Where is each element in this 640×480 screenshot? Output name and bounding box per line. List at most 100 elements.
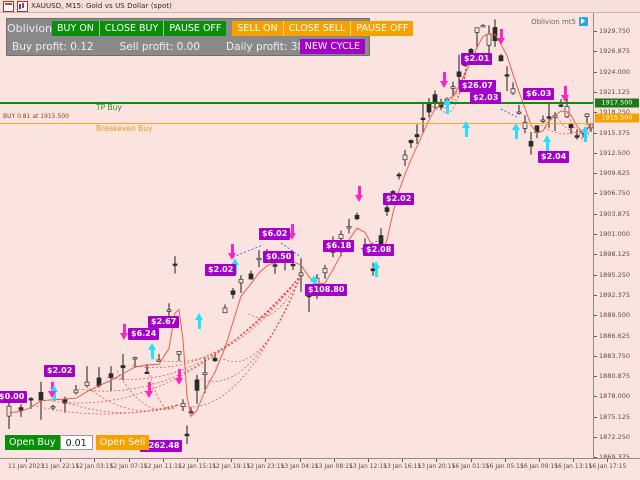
buy-on-button[interactable]: BUY ON (52, 21, 100, 36)
price-axis-tick: 1924.000 (594, 68, 630, 76)
buy-signal-arrow (310, 275, 318, 282)
buy-signal-arrow (50, 385, 58, 392)
price-axis-tick: 1875.125 (594, 413, 630, 421)
profit-label: $0.50 (263, 251, 295, 263)
sell-on-button[interactable]: SELL ON (232, 21, 284, 36)
sell-signal-arrow (357, 186, 361, 195)
price-axis-tick: 1872.250 (594, 433, 630, 441)
pause-buy-button[interactable]: PAUSE OFF (169, 23, 222, 34)
buy-profit-stat: Buy profit: 0.12 (12, 41, 94, 53)
time-axis-tick: 16 Jan 05:15 (485, 459, 524, 470)
current-price-tag: 1917.500 (595, 98, 639, 108)
profit-label: $6.03 (523, 88, 555, 100)
current-price-tag: 1915.500 (595, 113, 639, 123)
time-axis-tick: 13 Jan 12:15 (349, 459, 387, 470)
pause-sell-button[interactable]: PAUSE OFF (356, 23, 409, 34)
sell-signal-arrow (442, 72, 446, 81)
buy-signal-arrow (545, 142, 549, 151)
price-axis-tick: 1906.750 (594, 189, 630, 197)
profit-label: $2.67 (148, 316, 180, 328)
time-axis-tick: 12 Jan 11:15 (143, 459, 182, 470)
price-axis-tick: 1898.125 (594, 250, 630, 258)
profit-label: $2.01 (461, 53, 493, 65)
price-axis-tick: 1915.375 (594, 129, 630, 137)
time-axis-tick: 13 Jan 08:15 (314, 459, 353, 470)
time-axis-tick: 16 Jan 01:15 (451, 459, 490, 470)
time-axis-tick: 11 Jan 22:15 (41, 459, 80, 470)
buy-signal-arrow (197, 320, 201, 329)
price-axis-tick: 1886.625 (594, 332, 630, 340)
chart-frame: TP Buy Breakeven Buy BUY 0.81 at 1915.50… (0, 13, 640, 480)
chart-plot-area[interactable] (1, 13, 593, 458)
price-axis-tick: 1883.750 (594, 352, 630, 360)
chart-icon (17, 0, 28, 12)
price-axis[interactable]: 1929.750 1926.875 1924.000 1921.125 1918.250… (593, 13, 640, 461)
sell-signal-arrow (120, 333, 128, 340)
buy-button-group: BUY ON CLOSE BUY PAUSE OFF (52, 21, 227, 36)
buy-signal-arrow (514, 130, 518, 139)
window-title-bar: XAUUSD, M15: Gold vs US Dollar (spot) (0, 0, 640, 13)
buy-signal-arrow (462, 121, 470, 128)
price-axis-tick: 1869.375 (594, 453, 630, 461)
time-axis-tick: 16 Jan 09:15 (520, 459, 558, 470)
buy-signal-arrow (581, 126, 589, 133)
time-axis-tick: 12 Jan 15:15 (178, 459, 216, 470)
profit-label: $6.18 (323, 240, 355, 252)
price-axis-tick: 1918.250 (594, 108, 630, 116)
new-cycle-button[interactable]: NEW CYCLE (299, 39, 365, 54)
time-axis-tick: 13 Jan 04:15 (280, 459, 319, 470)
profit-label: $262.48 (140, 440, 183, 452)
ea-name-label: Oblivion (7, 22, 53, 35)
price-axis-tick: 1912.500 (594, 149, 630, 157)
buy-signal-arrow (464, 128, 468, 137)
time-axis-tick: 13 Jan 16:15 (383, 459, 422, 470)
price-axis-tick: 1889.500 (594, 311, 630, 319)
breakeven-buy-line[interactable] (0, 123, 593, 124)
time-axis-tick: 11 Jan 2023 (8, 459, 44, 470)
time-axis[interactable]: 11 Jan 2023 11 Jan 22:15 12 Jan 03:15 12 Ja… (0, 458, 640, 480)
expert-advisor-icon (579, 17, 588, 26)
buy-signal-arrow (512, 123, 520, 130)
tp-buy-label: TP Buy (96, 103, 122, 112)
ea-panel-stats-row: Buy profit: 0.12 Sell profit: 0.00 Daily… (7, 39, 369, 55)
price-axis-tick: 1901.000 (594, 230, 630, 238)
sell-button-group: SELL ON CLOSE SELL PAUSE OFF (232, 21, 414, 36)
open-buy-button[interactable]: Open Buy (5, 435, 60, 450)
sell-profit-stat: Sell profit: 0.00 (119, 41, 201, 53)
lot-size-input[interactable]: 0.01 (59, 435, 93, 450)
profit-label: $2.02 (44, 365, 76, 377)
profit-label: $2.02 (383, 193, 415, 205)
breakeven-buy-label: Breakeven Buy (96, 124, 153, 133)
sell-signal-arrow (48, 391, 56, 398)
tp-buy-line[interactable] (0, 102, 593, 104)
time-axis-tick: 12 Jan 07:15 (109, 459, 148, 470)
close-sell-button[interactable]: CLOSE SELL (284, 21, 352, 36)
buy-signal-arrow (583, 133, 587, 142)
time-axis-tick: 12 Jan 03:15 (75, 459, 114, 470)
price-axis-tick: 1921.125 (594, 88, 630, 96)
price-axis-tick: 1880.875 (594, 372, 630, 380)
chart-canvas (6, 19, 593, 445)
time-axis-tick: 12 Jan 19:15 (212, 459, 251, 470)
sell-signal-arrow (355, 195, 363, 202)
buy-order-label: BUY 0.81 at 1915.500 (2, 113, 70, 120)
close-buy-button[interactable]: CLOSE BUY (100, 21, 165, 36)
quick-order-bar: Open Buy 0.01 Open Sell (5, 435, 150, 450)
buy-signal-arrow (374, 268, 378, 277)
profit-label: $6.24 (128, 328, 160, 340)
sell-signal-arrow (122, 324, 126, 333)
sell-signal-arrow (561, 95, 569, 102)
buy-signal-arrow (543, 135, 551, 142)
open-sell-button[interactable]: Open Sell (95, 435, 150, 450)
sell-signal-arrow (228, 253, 236, 260)
price-axis-tick: 1892.375 (594, 291, 630, 299)
buy-signal-arrow (372, 261, 380, 268)
buy-signal-arrow (150, 350, 154, 359)
sell-signal-arrow (497, 38, 505, 45)
ea-watermark: Oblivion mt5 (531, 17, 588, 26)
sell-signal-arrow (147, 382, 151, 391)
daily-profit-stat: Daily profit: 38.33 (226, 41, 321, 53)
time-axis-tick: 16 Jan 13:15 (554, 459, 593, 470)
price-axis-tick: 1895.250 (594, 271, 630, 279)
grid-icon (3, 0, 14, 12)
